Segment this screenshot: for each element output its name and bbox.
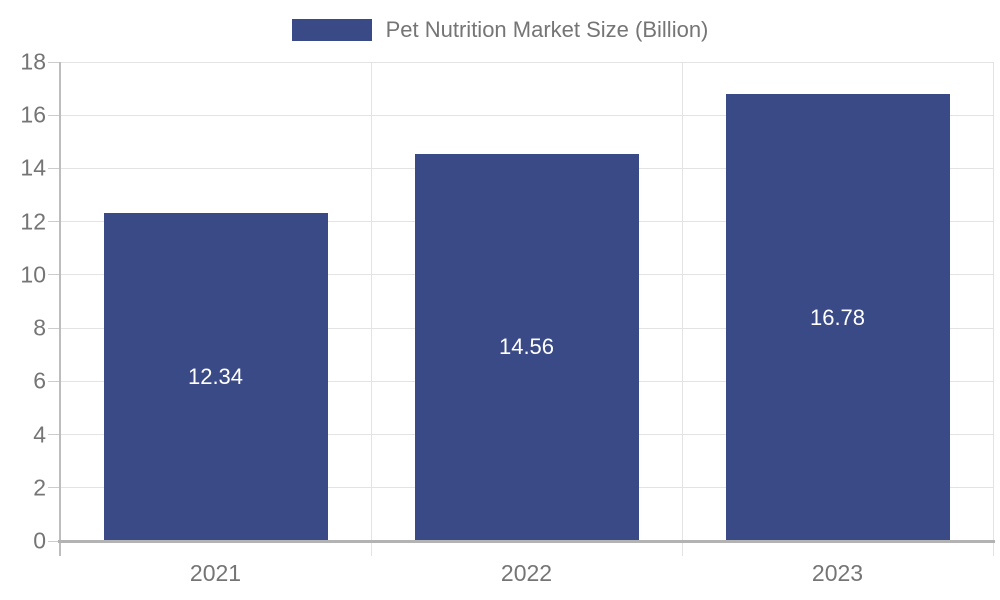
bar-value-label: 12.34 (187, 363, 244, 389)
bar (103, 212, 328, 541)
y-tick-label: 4 (33, 421, 46, 448)
y-tick-label: 12 (20, 208, 46, 235)
bar-value-label: 14.56 (498, 334, 555, 360)
x-tick-mark (370, 541, 372, 556)
y-tick-label: 2 (33, 474, 46, 501)
bar-value-label: 16.78 (809, 304, 866, 330)
y-tick-label: 0 (33, 527, 46, 554)
gridline-vertical (992, 62, 994, 541)
y-tick-mark (48, 114, 60, 116)
legend: Pet Nutrition Market Size (Billion) (0, 17, 1000, 43)
gridline-horizontal (60, 61, 993, 63)
x-tick-label: 2022 (500, 560, 553, 586)
gridline-vertical (681, 62, 683, 541)
x-tick-mark (681, 541, 683, 556)
bar (725, 94, 950, 541)
gridline-vertical (370, 62, 372, 541)
y-tick-label: 6 (33, 367, 46, 394)
legend-swatch (291, 19, 372, 41)
y-tick-mark (48, 487, 60, 489)
y-tick-label: 10 (20, 261, 46, 288)
bar (414, 153, 639, 541)
x-tick-label: 2023 (811, 560, 864, 586)
y-tick-mark (48, 274, 60, 276)
y-tick-label: 8 (33, 314, 46, 341)
y-tick-mark (48, 434, 60, 436)
y-tick-label: 16 (20, 101, 46, 128)
y-tick-mark (48, 221, 60, 223)
x-tick-label: 2021 (189, 560, 242, 586)
y-tick-mark (48, 167, 60, 169)
y-tick-label: 14 (20, 154, 46, 181)
y-tick-mark (48, 540, 60, 542)
legend-label: Pet Nutrition Market Size (Billion) (385, 17, 709, 42)
y-tick-mark (48, 380, 60, 382)
axis-line-x (58, 540, 995, 543)
y-tick-mark (48, 327, 60, 329)
y-tick-mark (48, 61, 60, 63)
axis-line-y (59, 62, 61, 556)
x-tick-mark (992, 541, 994, 556)
y-tick-label: 18 (20, 48, 46, 75)
gridline-horizontal (60, 114, 993, 116)
